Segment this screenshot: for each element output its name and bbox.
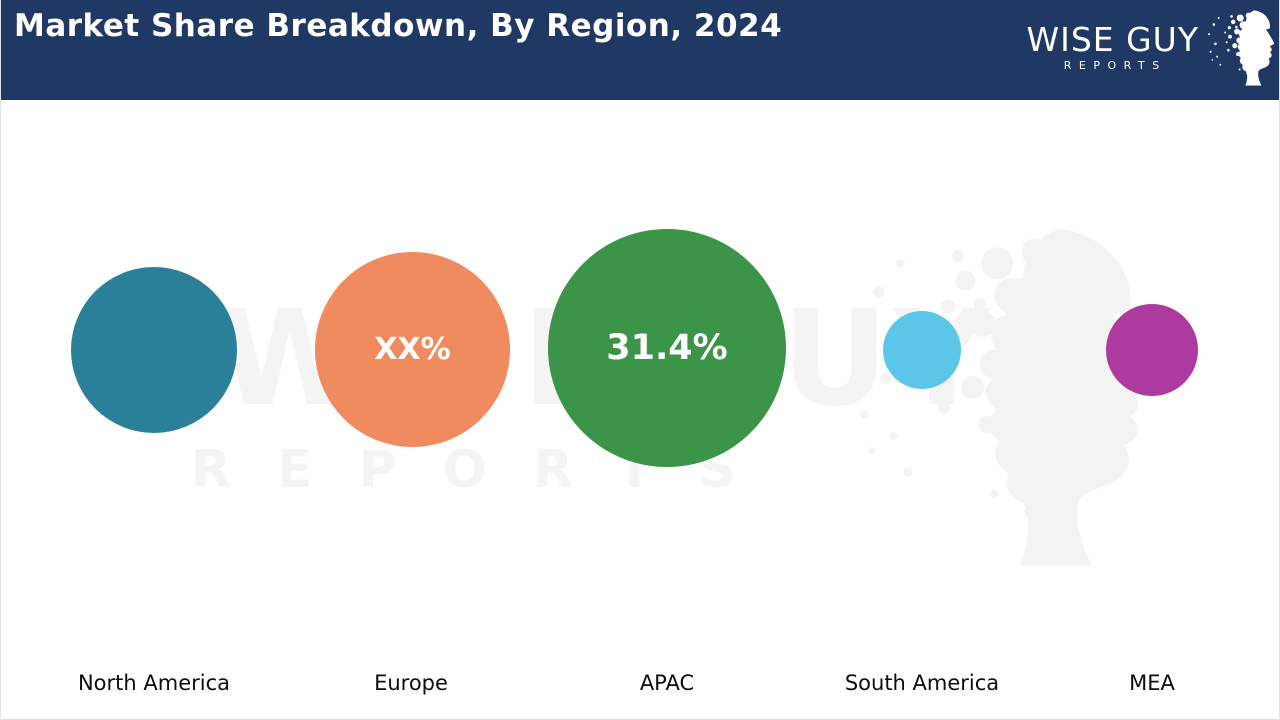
bubble-value-label: 31.4% — [606, 328, 728, 368]
region-label-south-america: South America — [844, 671, 1000, 695]
bubble-north-america — [71, 267, 237, 433]
logo-subtitle: REPORTS — [1063, 59, 1167, 73]
region-label-north-america: North America — [77, 671, 231, 695]
region-label-europe: Europe — [374, 671, 448, 695]
bubble-mea — [1106, 304, 1198, 396]
page-title: Market Share Breakdown, By Region, 2024 — [14, 8, 783, 44]
region-label-mea: MEA — [1129, 671, 1175, 695]
logo-wordmark: WISE GUY — [1026, 19, 1199, 59]
header: Market Share Breakdown, By Region, 2024 … — [1, 0, 1279, 100]
head-silhouette-icon — [1201, 6, 1275, 88]
region-label-apac: APAC — [639, 671, 695, 695]
bubble-apac: 31.4% — [548, 229, 786, 467]
bubble-europe: XX% — [315, 252, 510, 447]
logo-text: WISE GUY REPORTS — [1026, 19, 1199, 73]
bubble-south-america — [883, 311, 961, 389]
bubble-value-label: XX% — [374, 332, 451, 367]
watermark-head-silhouette-icon — [821, 220, 1153, 566]
wise-guy-reports-logo: WISE GUY REPORTS — [1026, 6, 1275, 88]
